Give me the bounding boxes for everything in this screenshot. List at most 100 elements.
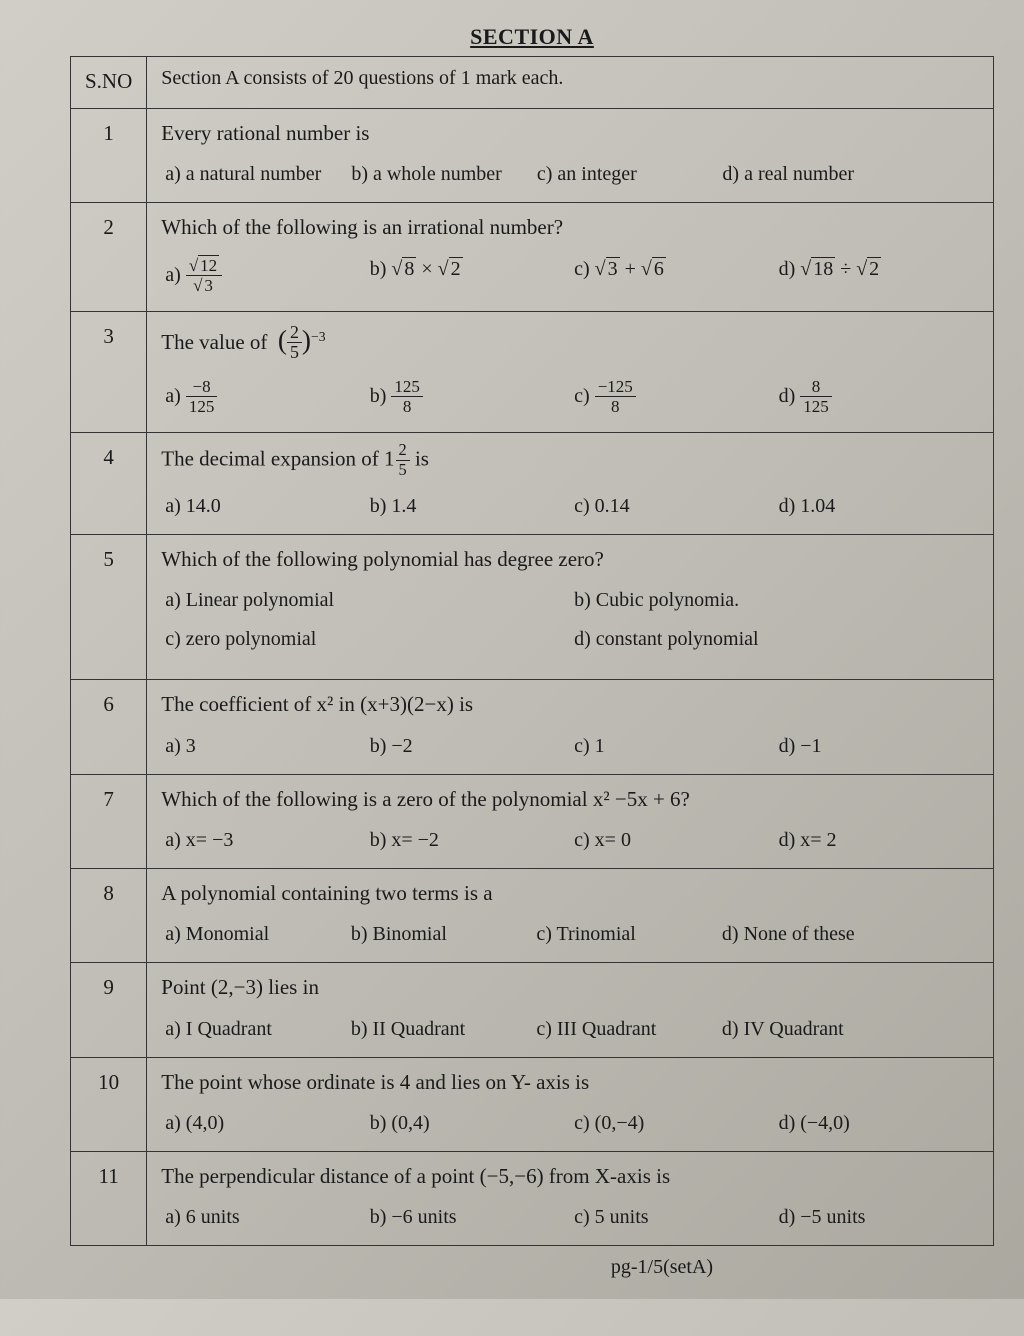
table-row: 11 The perpendicular distance of a point … (71, 1152, 994, 1246)
question-text: A polynomial containing two terms is a (161, 879, 979, 907)
question-number: 5 (71, 534, 147, 679)
option-b: b) (0,4) (366, 1110, 570, 1137)
option-a: a) 3 (161, 733, 365, 760)
option-a: a) x= −3 (161, 827, 365, 854)
option-c: c) an integer (533, 161, 697, 188)
option-a: a) Monomial (161, 921, 325, 948)
option-d: d) 1.04 (775, 493, 979, 520)
option-a: a) Linear polynomial (161, 587, 570, 614)
option-b: b) x= −2 (366, 827, 570, 854)
question-cell: The decimal expansion of 125 isa) 14.0b)… (147, 433, 994, 535)
option-d: d) −5 units (775, 1204, 979, 1231)
option-a: a) (4,0) (161, 1110, 365, 1137)
table-row: 4The decimal expansion of 125 isa) 14.0b… (71, 433, 994, 535)
table-row: 8 A polynomial containing two terms is a a… (71, 869, 994, 963)
option-a: a) √12√3 (161, 256, 365, 297)
section-title: SECTION A (70, 18, 994, 56)
option-b: b) Cubic polynomia. (570, 587, 979, 614)
option-a: a) a natural number (161, 161, 325, 188)
question-cell: The perpendicular distance of a point (−… (147, 1152, 994, 1246)
options-row: a) 6 unitsb) −6 unitsc) 5 unitsd) −5 uni… (161, 1204, 979, 1231)
question-text: Which of the following is an irrational … (161, 213, 979, 241)
option-a: a) 14.0 (161, 493, 365, 520)
question-text: The value of (25)−3 (161, 322, 979, 364)
options-row: a) Monomial b) Binomial c) Trinomial d) Non… (161, 921, 979, 948)
option-a: a) −8125 (161, 377, 365, 418)
exam-page: SECTION A S.NO Section A consists of 20 … (70, 18, 994, 1279)
question-number: 4 (71, 433, 147, 535)
question-number: 2 (71, 203, 147, 311)
header-sno: S.NO (71, 57, 147, 109)
question-number: 10 (71, 1057, 147, 1151)
option-c: c) 0.14 (570, 493, 774, 520)
question-number: 7 (71, 774, 147, 868)
option-c: c) 5 units (570, 1204, 774, 1231)
options-row: a) √12√3b) √8 × √2c) √3 + √6d) √18 ÷ √2 (161, 256, 979, 297)
question-cell: Every rational number is a) a natural num… (147, 109, 994, 203)
option-c: c) Trinomial (532, 921, 696, 948)
table-row: 5 Which of the following polynomial has d… (71, 534, 994, 679)
question-text: Every rational number is (161, 119, 979, 147)
question-cell: Which of the following is an irrational … (147, 203, 994, 311)
option-d: d) IV Quadrant (718, 1016, 882, 1043)
options-row: a) 14.0b) 1.4c) 0.14d) 1.04 (161, 493, 979, 520)
table-row: 6 The coefficient of x² in (x+3)(2−x) is a… (71, 680, 994, 774)
option-d: d) None of these (718, 921, 882, 948)
option-a: a) 6 units (161, 1204, 365, 1231)
option-b: b) √8 × √2 (366, 256, 570, 297)
option-b: b) 1258 (366, 377, 570, 418)
header-text: Section A consists of 20 questions of 1 … (147, 57, 994, 109)
table-row: 2 Which of the following is an irrational… (71, 203, 994, 311)
question-number: 1 (71, 109, 147, 203)
options-row: a) a natural number b) a whole number c) a… (161, 161, 979, 188)
table-header-row: S.NO Section A consists of 20 questions … (71, 57, 994, 109)
question-cell: The point whose ordinate is 4 and lies o… (147, 1057, 994, 1151)
question-number: 9 (71, 963, 147, 1057)
table-row: 9Point (2,−3) lies ina) I Quadrantb) II … (71, 963, 994, 1057)
option-a: a) I Quadrant (161, 1016, 325, 1043)
option-d: d) a real number (718, 161, 882, 188)
options-row: a) I Quadrant b) II Quadrant c) III Quadra… (161, 1016, 979, 1043)
question-cell: The coefficient of x² in (x+3)(2−x) is a)… (147, 680, 994, 774)
question-text: Which of the following polynomial has de… (161, 545, 979, 573)
question-cell: Which of the following polynomial has de… (147, 534, 994, 679)
option-d: d) (−4,0) (775, 1110, 979, 1137)
option-d: d) −1 (775, 733, 979, 760)
option-b: b) a whole number (347, 161, 511, 188)
options-row: a) Linear polynomialb) Cubic polynomia.c… (161, 587, 979, 665)
table-row: 10 The point whose ordinate is 4 and lies… (71, 1057, 994, 1151)
option-c: c) zero polynomial (161, 626, 570, 653)
option-b: b) −2 (366, 733, 570, 760)
table-row: 1 Every rational number is a) a natural nu… (71, 109, 994, 203)
question-number: 3 (71, 311, 147, 433)
question-table: S.NO Section A consists of 20 questions … (70, 56, 994, 1246)
page-footer: pg-1/5(setA) (70, 1246, 994, 1279)
question-text: The point whose ordinate is 4 and lies o… (161, 1068, 979, 1096)
question-cell: Point (2,−3) lies ina) I Quadrantb) II Q… (147, 963, 994, 1057)
option-b: b) 1.4 (366, 493, 570, 520)
question-cell: The value of (25)−3 a) −8125b) 1258c) −12… (147, 311, 994, 433)
table-row: 7Which of the following is a zero of the… (71, 774, 994, 868)
option-c: c) III Quadrant (532, 1016, 696, 1043)
question-number: 6 (71, 680, 147, 774)
options-row: a) x= −3b) x= −2c) x= 0d) x= 2 (161, 827, 979, 854)
option-d: d) √18 ÷ √2 (775, 256, 979, 297)
question-number: 11 (71, 1152, 147, 1246)
option-c: c) 1 (570, 733, 774, 760)
question-number: 8 (71, 869, 147, 963)
options-row: a) 3b) −2c) 1d) −1 (161, 733, 979, 760)
option-d: d) x= 2 (775, 827, 979, 854)
option-c: c) √3 + √6 (570, 256, 774, 297)
option-b: b) II Quadrant (347, 1016, 511, 1043)
question-cell: A polynomial containing two terms is a a)… (147, 869, 994, 963)
options-row: a) (4,0)b) (0,4)c) (0,−4)d) (−4,0) (161, 1110, 979, 1137)
question-text: The perpendicular distance of a point (−… (161, 1162, 979, 1190)
option-c: c) x= 0 (570, 827, 774, 854)
options-row: a) −8125b) 1258c) −1258d) 8125 (161, 377, 979, 418)
option-b: b) −6 units (366, 1204, 570, 1231)
question-text: The coefficient of x² in (x+3)(2−x) is (161, 690, 979, 718)
option-d: d) constant polynomial (570, 626, 979, 653)
option-b: b) Binomial (347, 921, 511, 948)
option-d: d) 8125 (775, 377, 979, 418)
option-c: c) −1258 (570, 377, 774, 418)
